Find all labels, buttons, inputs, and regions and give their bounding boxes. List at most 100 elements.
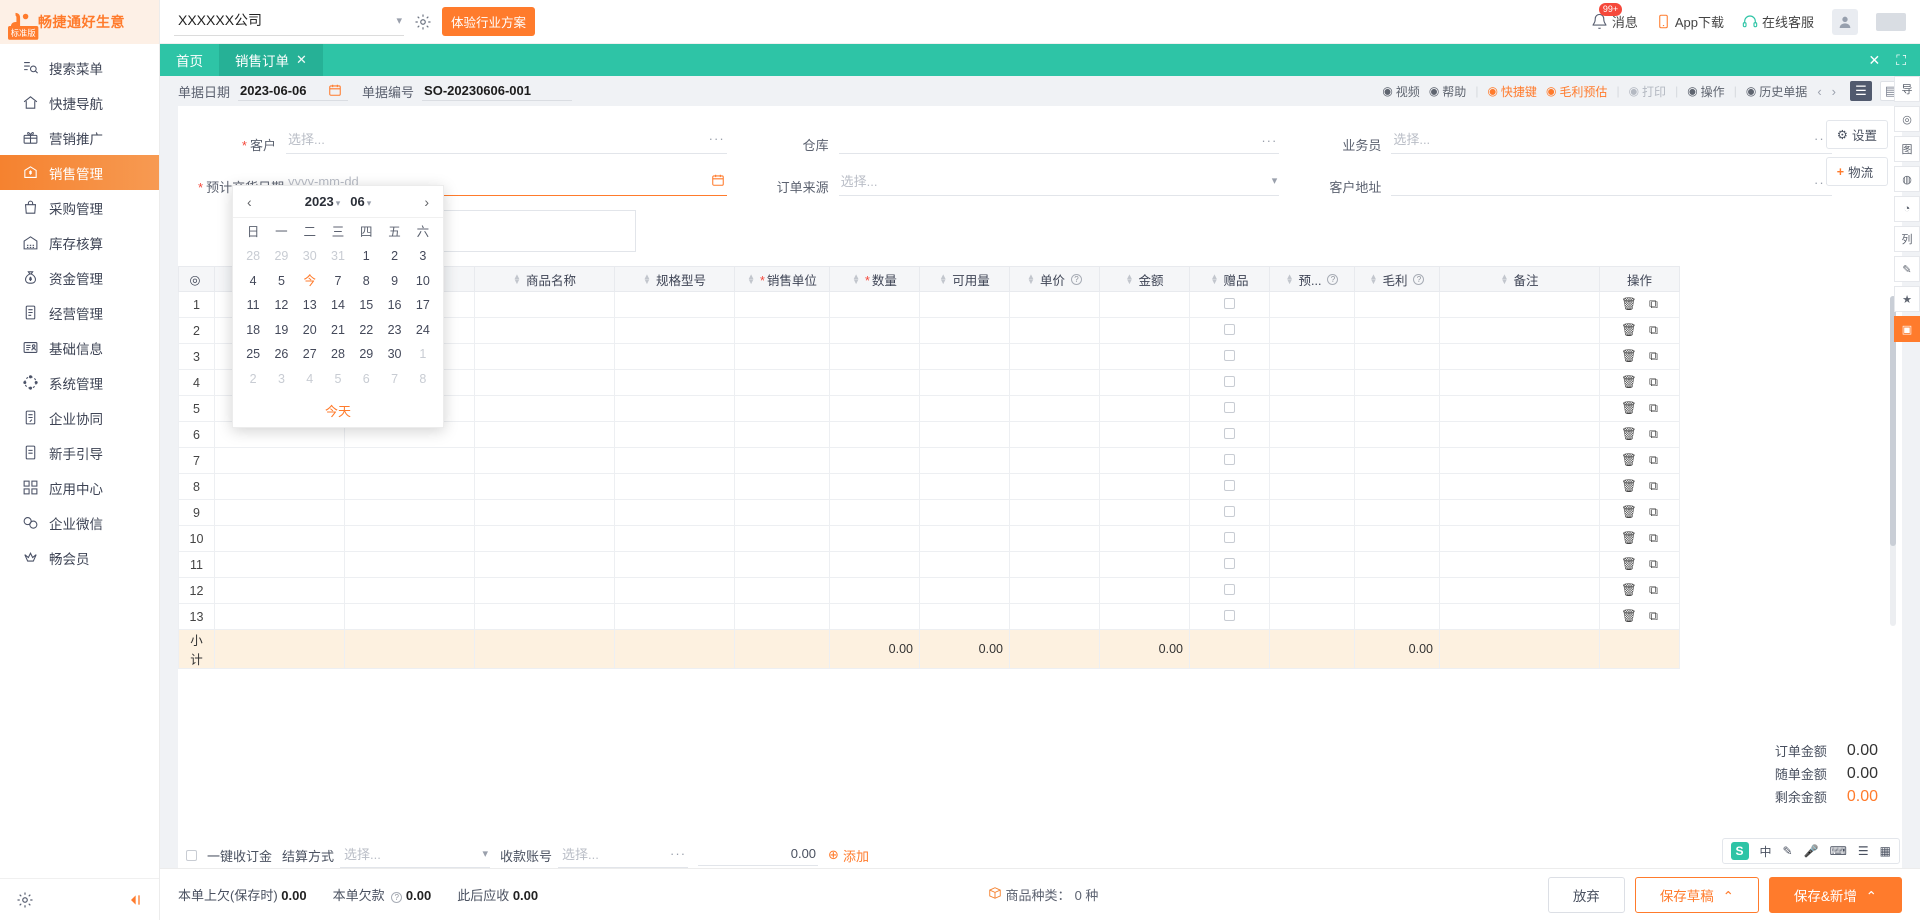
topbar-item-support[interactable]: 在线客服: [1742, 12, 1814, 31]
cell[interactable]: [829, 499, 920, 526]
cell[interactable]: [614, 317, 735, 344]
row-operations[interactable]: 🗑 ⧉: [1599, 577, 1680, 604]
cell[interactable]: [1354, 317, 1440, 344]
sidebar-item-12[interactable]: 应用中心: [0, 470, 159, 505]
maximize-icon[interactable]: ⛶: [1896, 51, 1906, 68]
column-header-13[interactable]: ▲ ▼ 备注: [1439, 266, 1600, 292]
date-cell[interactable]: 7: [391, 371, 399, 386]
sort-icon[interactable]: ▲▼: [1369, 272, 1378, 286]
gift-checkbox[interactable]: [1224, 453, 1235, 465]
gift-checkbox-cell[interactable]: [1189, 421, 1270, 448]
close-icon[interactable]: ✕: [1868, 51, 1881, 68]
date-cell[interactable]: 2: [391, 249, 399, 263]
column-header-9[interactable]: ▲ ▼ 金额: [1099, 266, 1190, 292]
cell[interactable]: [1099, 577, 1190, 604]
date-cell[interactable]: 26: [274, 347, 289, 361]
cell[interactable]: [1099, 317, 1190, 344]
copy-icon[interactable]: ⧉: [1648, 427, 1658, 441]
row-operations[interactable]: 🗑 ⧉: [1599, 603, 1680, 630]
more-options-icon[interactable]: ···: [1814, 131, 1830, 146]
doc-tool-2[interactable]: ◉ 快捷键: [1487, 83, 1537, 100]
date-cell[interactable]: 13: [302, 298, 317, 312]
window-controls[interactable]: [1876, 12, 1906, 31]
more-options-icon[interactable]: ···: [1814, 175, 1830, 190]
column-header-14[interactable]: 操作: [1599, 266, 1680, 292]
column-header-3[interactable]: ▲ ▼ 商品名称: [474, 266, 615, 292]
table-row[interactable]: 10 🗑 ⧉: [178, 525, 1680, 552]
cell[interactable]: [1269, 395, 1355, 422]
date-cell[interactable]: 8: [419, 371, 427, 386]
cell[interactable]: [1354, 473, 1440, 500]
table-row[interactable]: 1 🗑 ⧉: [178, 291, 1680, 318]
topbar-item-app-download[interactable]: App下载: [1656, 12, 1724, 31]
help-icon[interactable]: ?: [1070, 273, 1082, 285]
doc-no-value[interactable]: SO-20230606-001: [422, 82, 573, 101]
row-operations[interactable]: 🗑 ⧉: [1599, 343, 1680, 370]
cell[interactable]: [474, 525, 615, 552]
gift-checkbox-cell[interactable]: [1189, 603, 1270, 630]
row-operations[interactable]: 🗑 ⧉: [1599, 317, 1680, 344]
cell[interactable]: [344, 499, 475, 526]
sort-icon[interactable]: ▲▼: [747, 272, 756, 286]
cell[interactable]: [1354, 395, 1440, 422]
cell[interactable]: [1099, 395, 1190, 422]
cell[interactable]: [1269, 473, 1355, 500]
form-field-input[interactable]: ···: [1391, 172, 1832, 196]
cell[interactable]: [1269, 525, 1355, 552]
sort-icon[interactable]: ▲▼: [1500, 272, 1509, 286]
cell[interactable]: [734, 447, 830, 474]
cell[interactable]: [1269, 603, 1355, 630]
date-cell[interactable]: 22: [359, 322, 374, 337]
column-header-0[interactable]: ◎: [178, 266, 215, 292]
rail-icon-6[interactable]: 列: [1894, 226, 1920, 252]
cell[interactable]: [214, 499, 345, 526]
date-cell[interactable]: 9: [391, 273, 399, 288]
form-field-input[interactable]: 选择... ···: [1391, 126, 1832, 154]
cell[interactable]: [734, 369, 830, 396]
cell[interactable]: [214, 603, 345, 630]
gift-checkbox-cell[interactable]: [1189, 369, 1270, 396]
column-header-8[interactable]: ▲ ▼ 单价?: [1009, 266, 1100, 292]
help-icon[interactable]: ?: [391, 892, 403, 903]
cell[interactable]: [1354, 551, 1440, 578]
cell[interactable]: [344, 577, 475, 604]
row-operations[interactable]: 🗑 ⧉: [1599, 473, 1680, 500]
gift-checkbox-cell[interactable]: [1189, 525, 1270, 552]
column-settings-icon[interactable]: ◎: [189, 272, 201, 287]
gift-checkbox[interactable]: [1224, 505, 1235, 517]
sidebar-item-11[interactable]: 新手引导: [0, 435, 159, 470]
ime-item-3[interactable]: ☰: [1857, 844, 1869, 858]
cell[interactable]: [614, 447, 735, 474]
cell[interactable]: [1009, 369, 1100, 396]
sort-icon[interactable]: ▲▼: [939, 272, 948, 286]
cell[interactable]: [614, 343, 735, 370]
cell[interactable]: [344, 603, 475, 630]
gift-checkbox[interactable]: [1224, 427, 1235, 439]
cell[interactable]: [1099, 291, 1190, 318]
ime-item-4[interactable]: ▦: [1879, 844, 1891, 858]
date-cell[interactable]: 1: [419, 347, 427, 361]
date-cell[interactable]: 12: [274, 298, 289, 312]
gift-checkbox-cell[interactable]: [1189, 291, 1270, 318]
cell[interactable]: [614, 421, 735, 448]
cell[interactable]: [1269, 369, 1355, 396]
side-action-0[interactable]: ⚙ 设置: [1825, 120, 1888, 149]
column-header-11[interactable]: ▲ ▼ 预...?: [1269, 266, 1355, 292]
cell[interactable]: [1009, 473, 1100, 500]
one-click-deposit-checkbox[interactable]: [186, 849, 197, 861]
doc-date-value[interactable]: 2023-06-06: [238, 82, 349, 101]
cell[interactable]: [474, 369, 615, 396]
date-cell[interactable]: 23: [387, 322, 402, 337]
date-cell[interactable]: 20: [302, 322, 317, 337]
ime-item-2[interactable]: ⌨: [1829, 844, 1847, 858]
ime-item-1[interactable]: 🎤: [1803, 844, 1819, 858]
row-operations[interactable]: 🗑 ⧉: [1599, 551, 1680, 578]
sidebar-item-4[interactable]: 采购管理: [0, 190, 159, 225]
delete-icon[interactable]: 🗑: [1621, 609, 1637, 623]
row-operations[interactable]: 🗑 ⧉: [1599, 421, 1680, 448]
cell[interactable]: [829, 551, 920, 578]
table-row[interactable]: 9 🗑 ⧉: [178, 499, 1680, 526]
cell[interactable]: [1009, 291, 1100, 318]
cell[interactable]: [919, 369, 1010, 396]
gift-checkbox-cell[interactable]: [1189, 395, 1270, 422]
